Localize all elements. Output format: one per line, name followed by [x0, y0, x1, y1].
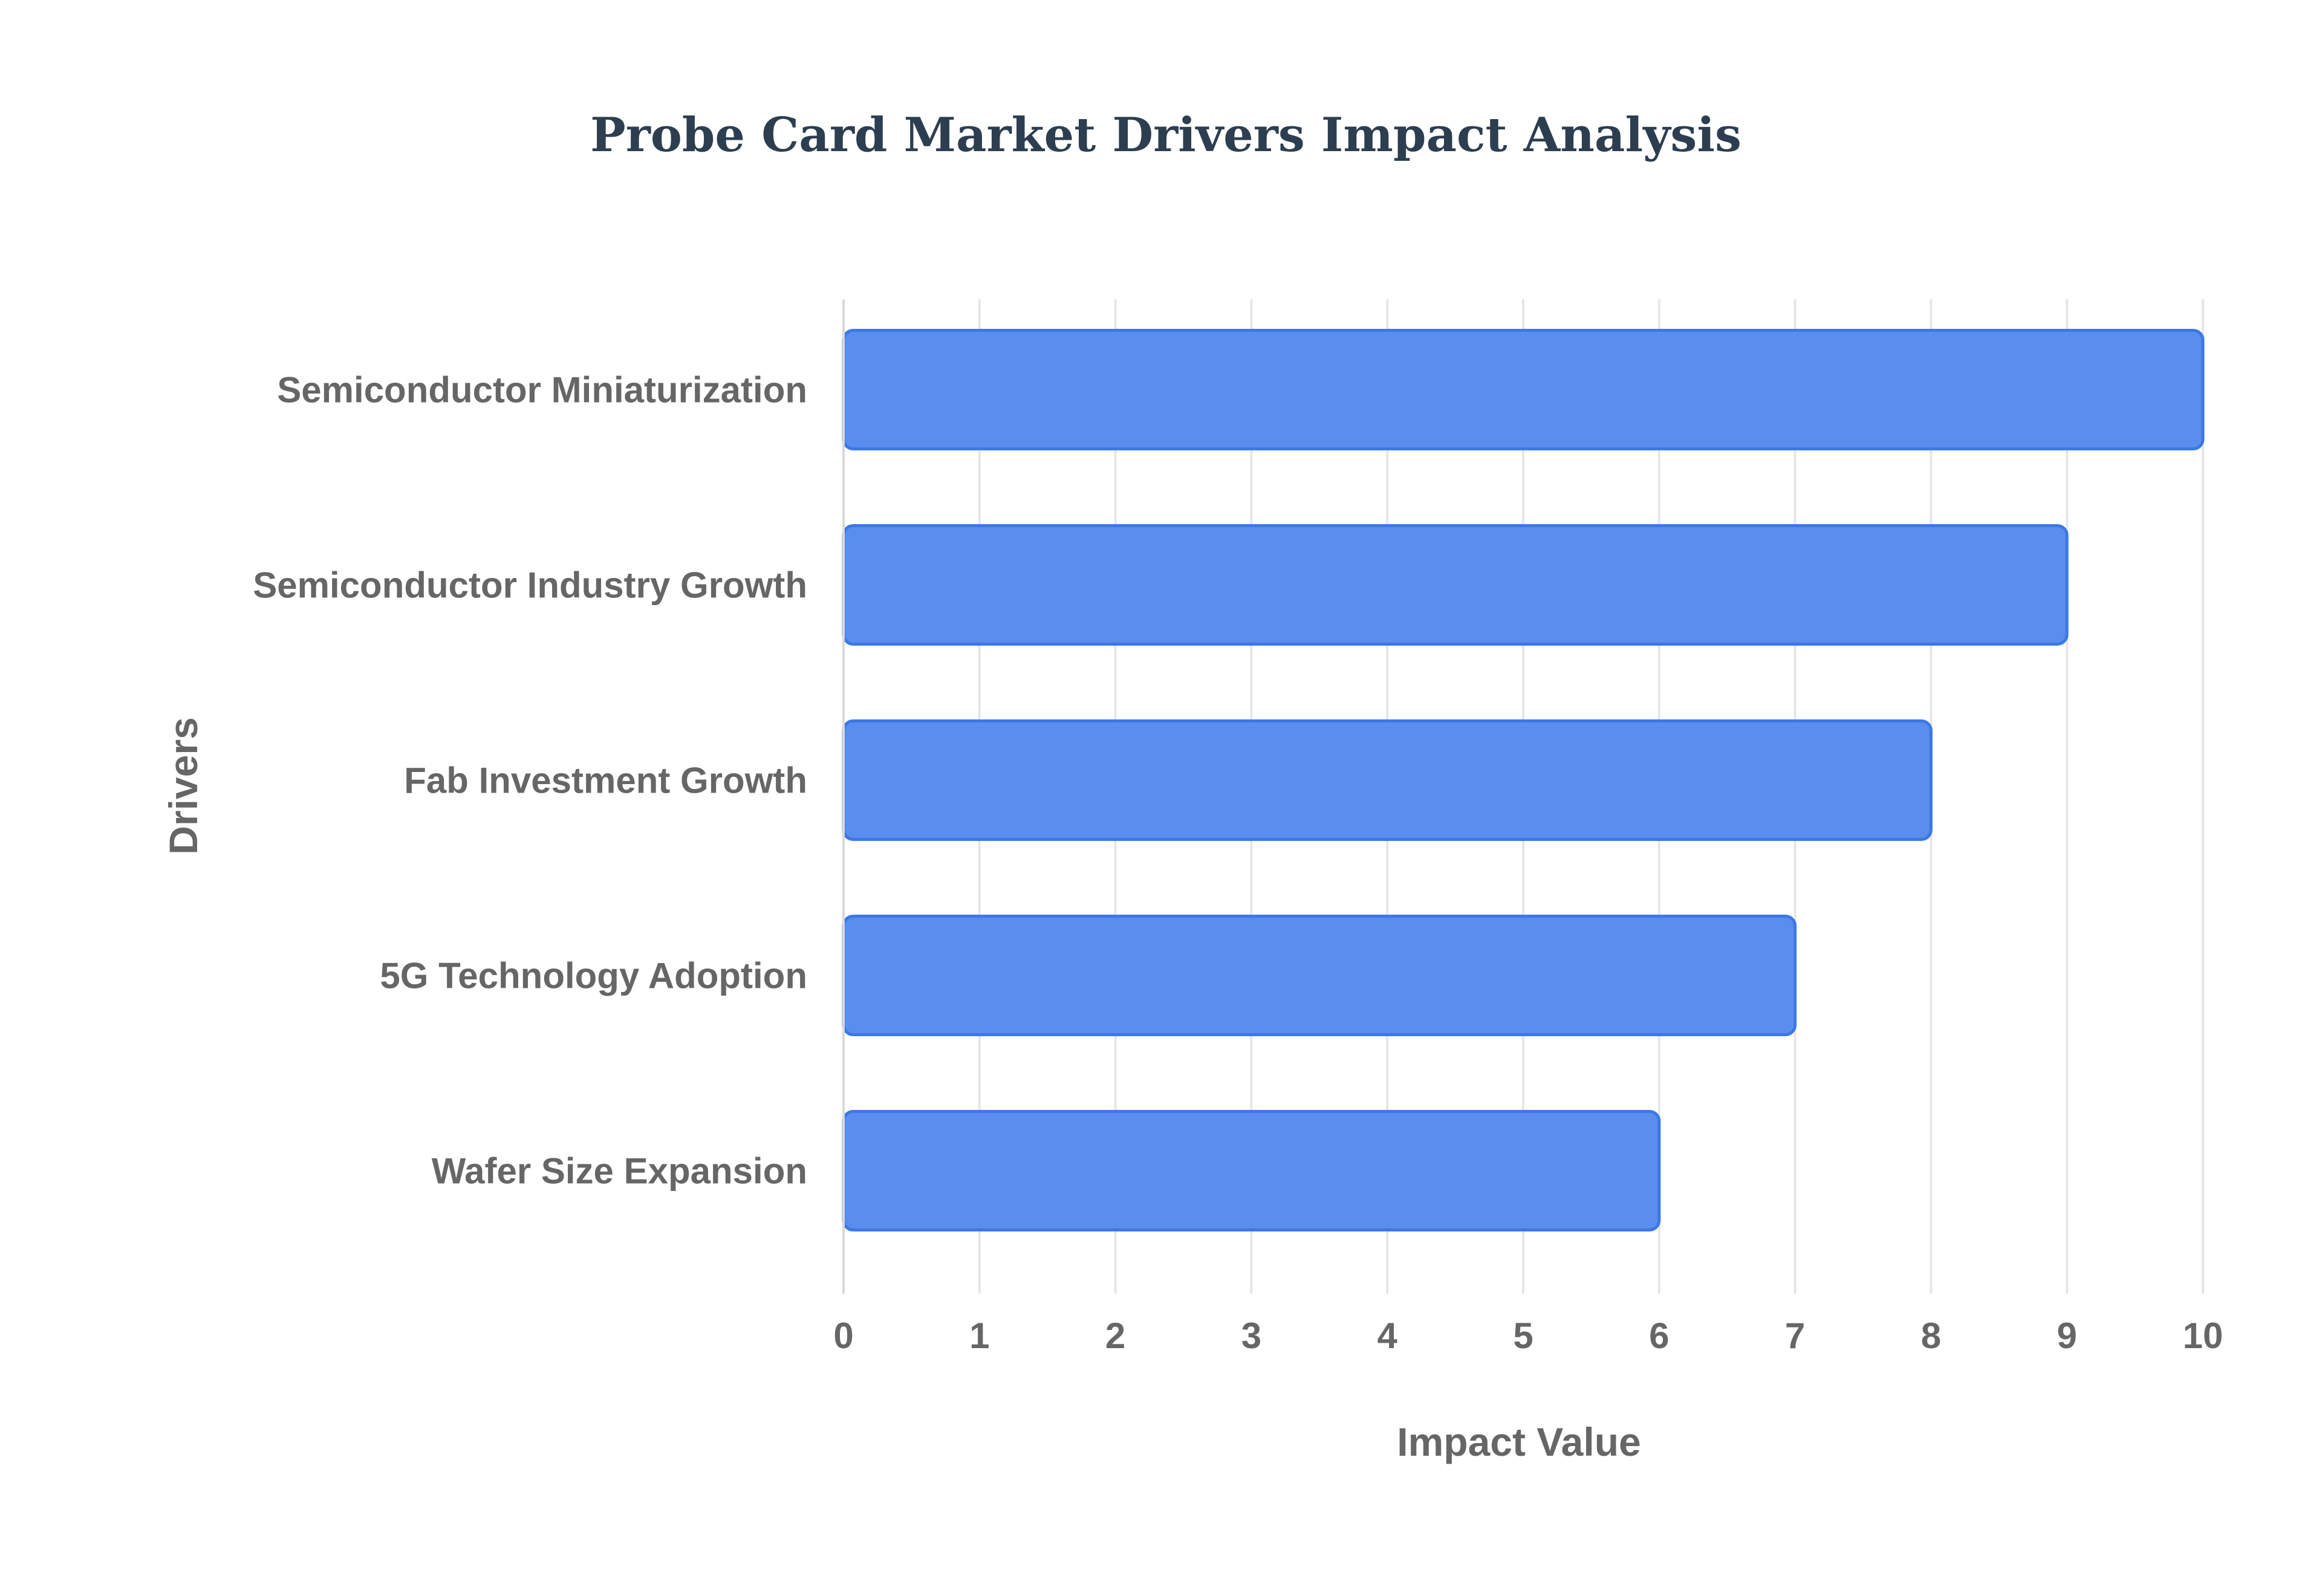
- bar-3[interactable]: [842, 719, 1933, 841]
- bar-5[interactable]: [842, 1110, 1661, 1231]
- bar-1[interactable]: [842, 329, 2205, 450]
- bar-2[interactable]: [842, 524, 2069, 646]
- x-tick-0: 0: [833, 1315, 853, 1356]
- x-tick-1: 1: [969, 1315, 989, 1356]
- category-label-4: 5G Technology Adoption: [380, 956, 807, 996]
- x-tick-4: 4: [1377, 1315, 1398, 1356]
- bar-4[interactable]: [842, 915, 1797, 1036]
- category-label-3: Fab Investment Growth: [404, 761, 807, 801]
- x-tick-2: 2: [1105, 1315, 1125, 1356]
- category-label-5: Wafer Size Expansion: [432, 1151, 807, 1192]
- x-tick-10: 10: [2183, 1315, 2223, 1356]
- category-label-1: Semiconductor Miniaturization: [277, 370, 807, 410]
- x-tick-9: 9: [2057, 1315, 2077, 1356]
- x-tick-labels: 0 1 2 3 4 5 6 7 8 9 10: [833, 1315, 2223, 1356]
- x-tick-3: 3: [1241, 1315, 1261, 1356]
- x-tick-8: 8: [1921, 1315, 1941, 1356]
- category-label-2: Semiconductor Industry Growth: [253, 565, 807, 606]
- y-axis-title: Drivers: [161, 717, 206, 855]
- category-labels: Semiconductor Miniaturization Semiconduct…: [253, 370, 807, 1192]
- x-tick-7: 7: [1785, 1315, 1805, 1356]
- chart-title: Probe Card Market Drivers Impact Analysi…: [590, 108, 1742, 163]
- bars: [842, 329, 2205, 1231]
- x-tick-5: 5: [1513, 1315, 1533, 1356]
- x-axis-title: Impact Value: [1397, 1419, 1641, 1464]
- x-tick-6: 6: [1649, 1315, 1669, 1356]
